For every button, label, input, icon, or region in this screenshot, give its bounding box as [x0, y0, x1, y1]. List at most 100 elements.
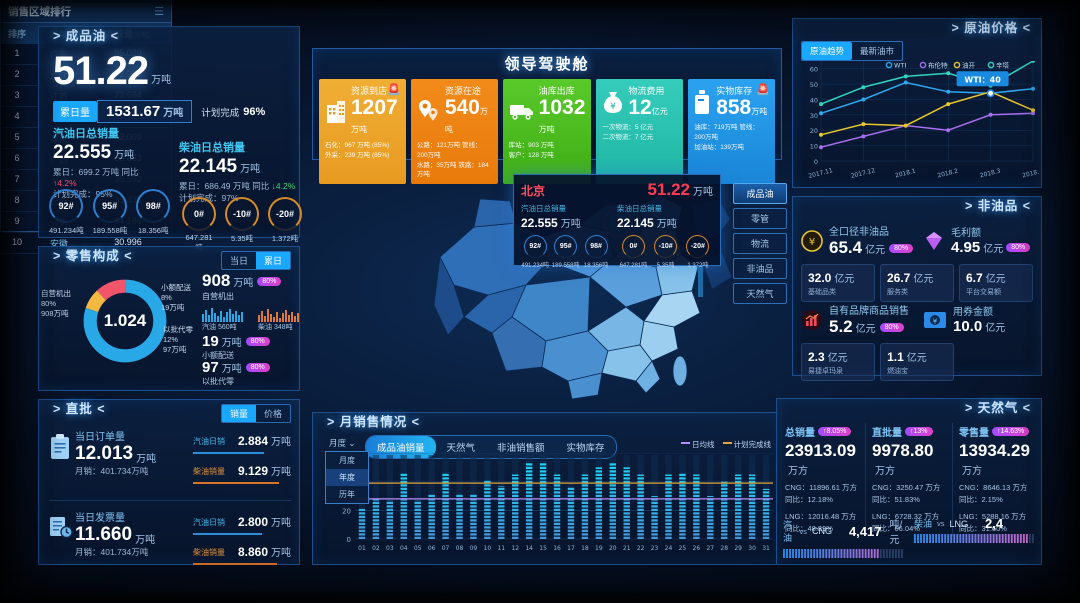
gas-col-total: 总销量 ↑8.05% 23913.09万方 CNG：11896.61 万方 同比：1…: [785, 427, 857, 534]
panel-monthly-sales: > 月销售情况 < 成品油销量 天然气 非油销售额 实物库存 日均线 计划完成线…: [312, 412, 782, 565]
retail-toggle-cumulative[interactable]: 累日: [255, 252, 290, 269]
clipboard-icon: [49, 428, 75, 484]
nonoil-brand-value: 5.2: [829, 317, 853, 336]
grade-name: -10#: [225, 197, 259, 231]
svg-text:15: 15: [539, 545, 547, 552]
tooltip-grade: 92# 491.234吨: [521, 235, 549, 269]
svg-text:WTI: WTI: [894, 62, 906, 70]
cockpit-title: 领导驾驶舱: [504, 56, 590, 73]
retail-donut-chart: 1.024: [79, 275, 171, 367]
kpi-footer: 公路：121万吨 管线：200万吨 水路：35万吨 铁路：184万吨: [416, 142, 489, 179]
svg-text:06: 06: [428, 545, 436, 552]
svg-text:19: 19: [595, 545, 603, 552]
direct-row-invoice: 当日发票量 11.660 万吨 月销：401.734万吨 汽油日销 2.800 万吨…: [49, 500, 291, 565]
list-menu-icon[interactable]: ☰: [154, 6, 164, 18]
tab-nonoil-sales[interactable]: 非油销售额: [497, 443, 545, 454]
kpi-depot-outbound[interactable]: 油库出库 1032万吨 库站：903 万吨 客户：128 万吨: [502, 79, 592, 184]
bar-gasoline-invoice: [193, 533, 262, 535]
svg-text:60: 60: [810, 66, 818, 74]
gasoline-grade-gauges: 92# 491.234吨 95# 189.558吨 98# 18.356吨: [49, 189, 171, 236]
kpi-resource-arrival[interactable]: 🚨 资源到店 1207 万吨 石化：967 万吨 (85%) 外采：239 万吨 (…: [319, 79, 406, 184]
vmenu-item-retail-pipe[interactable]: 零管: [733, 208, 787, 229]
direct-invoice-value: 11.660: [75, 524, 133, 545]
grade-name: 0#: [182, 197, 216, 231]
svg-text:2018.4: 2018.4: [1022, 168, 1039, 180]
bar-gasoline-order: [193, 452, 264, 454]
period-option-month[interactable]: 月度: [339, 456, 355, 465]
retail-seg-label-self: 自营机出 80% 908万吨: [41, 289, 71, 319]
svg-text:24: 24: [665, 545, 673, 552]
direct-toggle-volume[interactable]: 销量: [221, 405, 256, 422]
tab-physical-inventory[interactable]: 实物库存: [566, 443, 605, 454]
grade-gauge: -10# 5.35吨: [225, 197, 259, 253]
grade-value: 5.35吨: [230, 234, 254, 243]
sparkline-gasoline: 汽油 560吨: [202, 306, 244, 332]
crude-tabs: 原油趋势 最新油市: [801, 41, 904, 61]
direct-toggle[interactable]: 销量 价格: [220, 404, 291, 423]
svg-text:31: 31: [762, 545, 770, 552]
refined-cumulative-tag[interactable]: 累日量: [53, 101, 97, 122]
tooltip-grade: -10# 5.35吨: [651, 235, 681, 269]
svg-text:0: 0: [814, 158, 818, 166]
svg-text:11: 11: [497, 545, 505, 552]
svg-text:05: 05: [414, 545, 422, 552]
svg-text:02: 02: [372, 545, 380, 552]
nonoil-group-all: ¥ 全口径非油品 65.4 亿元 80% 毛利额 4.95 亿元 80% 32.0 亿元基…: [801, 223, 1033, 302]
ticket-icon: ¥: [923, 310, 947, 330]
tab-latest-market[interactable]: 最新油市: [860, 46, 895, 56]
diesel-label: 柴油日总销量: [179, 142, 245, 154]
nonoil-subcards-brand: 2.3 亿元 易捷卓玛泉 1.1 亿元 燃油宝: [801, 343, 955, 381]
diesel-grade-gauges: 0#647.281吨 -10# 5.35吨 -20# 1.372吨: [182, 197, 302, 253]
nonoil-group-brand: 自有品牌商品销售 5.2 亿元 80% ¥ 用券金额 10.0 亿元 2.3 亿元 易捷卓…: [801, 302, 1033, 381]
kpi-name: 资源到店: [351, 86, 388, 96]
period-option-history[interactable]: 历年: [339, 490, 355, 499]
panel-cockpit: 领导驾驶舱 🚨 资源到店 1207 万吨 石化：967 万吨 (85%) 外采：23…: [312, 48, 782, 184]
kpi-footer: 库站：903 万吨 客户：128 万吨: [508, 142, 554, 159]
svg-text:¥: ¥: [611, 102, 617, 112]
vmenu-item-nonoil[interactable]: 非油品: [733, 258, 787, 279]
vmenu-item-gas[interactable]: 天然气: [733, 283, 787, 304]
grade-gauge: -20# 1.372吨: [268, 197, 302, 253]
grade-value: 189.558吨: [92, 226, 128, 235]
alarm-icon: 🚨: [387, 84, 401, 96]
kpi-footer: 一次物流：5 亿元 二次物流：7 亿元: [602, 124, 654, 141]
nonoil-label: 全口径非油品: [829, 227, 889, 238]
map-category-menu: 成品油 零管 物流 非油品 天然气: [733, 183, 787, 308]
tab-natural-gas[interactable]: 天然气: [446, 443, 476, 454]
kpi-logistics-cost[interactable]: ¥ 物流费用 12亿元 一次物流：5 亿元 二次物流：7 亿元: [596, 79, 684, 184]
panel-retail-title: > 零售构成 <: [53, 249, 133, 263]
grade-gauge: 92# 491.234吨: [49, 189, 84, 236]
vmenu-item-refined[interactable]: 成品油: [733, 183, 787, 204]
tooltip-total: 51.22: [647, 180, 690, 199]
svg-text:04: 04: [400, 545, 408, 552]
panel-nonoil: > 非油品 < ¥ 全口径非油品 65.4 亿元 80% 毛利额 4.95 亿元 80%: [792, 196, 1042, 381]
direct-toggle-price[interactable]: 价格: [263, 409, 282, 419]
invoice-icon: [49, 509, 75, 565]
svg-text:16: 16: [553, 545, 561, 552]
retail-period-toggle[interactable]: 当日 累日: [220, 251, 291, 270]
panel-direct-wholesale: > 直批 < 销量 价格 当日订单量 12.013 万吨 月销：401.734万吨…: [38, 399, 300, 565]
panel-refined-oil: > 成品油 < 51.22 万吨 累日量 1531.67 万吨 计划完成 96% …: [38, 26, 302, 252]
vmenu-item-logistics[interactable]: 物流: [733, 233, 787, 254]
period-option-year[interactable]: 年度: [326, 469, 368, 486]
tab-crude-trend[interactable]: 原油趋势: [802, 42, 853, 60]
diesel-block: 柴油日总销量 22.145 万吨 累日：686.49 万吨 同比 ↓4.2% 计…: [179, 139, 297, 204]
gem-icon: [923, 230, 945, 252]
tab-refined-sales[interactable]: 成品油销量: [366, 436, 436, 458]
diesel-value: 22.145: [179, 156, 238, 177]
kpi-value: 1207: [351, 96, 398, 119]
svg-text:0: 0: [347, 536, 351, 544]
svg-text:25: 25: [679, 545, 687, 552]
retail-toggle-today[interactable]: 当日: [229, 256, 248, 266]
svg-text:¥: ¥: [933, 317, 938, 325]
svg-text:26: 26: [693, 545, 701, 552]
period-selector[interactable]: 月度 ⌄: [329, 438, 356, 448]
gasoline-cumulative: 累日：699.2 万吨 同比 ↑4.2%: [53, 167, 139, 188]
grade-gauge: 95# 189.558吨: [92, 189, 128, 236]
kpi-physical-inventory[interactable]: 🚨 实物库存 858万吨 油库：719万吨 管线：200万吨 加油站：139万吨: [688, 79, 776, 184]
svg-text:18: 18: [581, 545, 589, 552]
moneybag-icon: ¥: [602, 90, 624, 114]
svg-text:2018.2: 2018.2: [937, 168, 959, 180]
kpi-resource-transit[interactable]: 资源在途 540万吨 公路：121万吨 管线：200万吨 水路：35万吨 铁路：1…: [410, 79, 498, 184]
subcard: 6.7 亿元 平台交易额: [959, 264, 1033, 302]
